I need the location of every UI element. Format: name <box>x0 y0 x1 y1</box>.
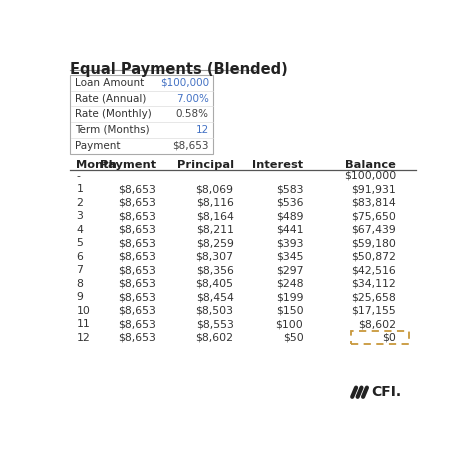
Text: $83,814: $83,814 <box>352 198 396 208</box>
Text: $50: $50 <box>283 333 303 343</box>
Text: Payment: Payment <box>100 160 156 170</box>
Text: $67,439: $67,439 <box>352 225 396 235</box>
Text: $91,931: $91,931 <box>352 184 396 194</box>
Text: $34,112: $34,112 <box>352 278 396 289</box>
Text: 7.00%: 7.00% <box>176 93 209 104</box>
Text: Payment: Payment <box>75 141 120 151</box>
Text: 1: 1 <box>76 184 83 194</box>
Text: $8,653: $8,653 <box>118 198 156 208</box>
Text: Month: Month <box>76 160 117 170</box>
Text: 6: 6 <box>76 252 83 262</box>
Text: Rate (Annual): Rate (Annual) <box>75 93 146 104</box>
Text: $536: $536 <box>276 198 303 208</box>
Text: $8,405: $8,405 <box>196 278 234 289</box>
Text: $8,553: $8,553 <box>196 319 234 329</box>
Text: 8: 8 <box>76 278 83 289</box>
Text: $8,653: $8,653 <box>118 305 156 316</box>
Text: $8,653: $8,653 <box>118 292 156 302</box>
Text: $248: $248 <box>276 278 303 289</box>
Text: 9: 9 <box>76 292 83 302</box>
Text: $441: $441 <box>276 225 303 235</box>
Text: Term (Months): Term (Months) <box>75 125 149 135</box>
Text: $100,000: $100,000 <box>344 171 396 181</box>
Text: $100,000: $100,000 <box>160 78 209 88</box>
Text: $8,653: $8,653 <box>118 278 156 289</box>
Text: 4: 4 <box>76 225 83 235</box>
Text: CFI.: CFI. <box>372 385 401 399</box>
Text: 11: 11 <box>76 319 90 329</box>
Text: 3: 3 <box>76 211 83 221</box>
Text: Loan Amount: Loan Amount <box>75 78 144 88</box>
Text: $8,164: $8,164 <box>196 211 234 221</box>
Text: $8,259: $8,259 <box>196 238 234 248</box>
Text: Equal Payments (Blended): Equal Payments (Blended) <box>70 62 288 77</box>
Text: Interest: Interest <box>252 160 303 170</box>
Text: 12: 12 <box>76 333 90 343</box>
Text: 12: 12 <box>196 125 209 135</box>
Text: 5: 5 <box>76 238 83 248</box>
Text: $0: $0 <box>383 333 396 343</box>
Text: $8,307: $8,307 <box>196 252 234 262</box>
Text: $8,602: $8,602 <box>358 319 396 329</box>
Text: 2: 2 <box>76 198 83 208</box>
Text: Rate (Monthly): Rate (Monthly) <box>75 109 152 119</box>
Text: $17,155: $17,155 <box>352 305 396 316</box>
Text: $393: $393 <box>276 238 303 248</box>
Text: $345: $345 <box>276 252 303 262</box>
Text: $8,653: $8,653 <box>173 141 209 151</box>
Text: $8,602: $8,602 <box>196 333 234 343</box>
Text: $199: $199 <box>276 292 303 302</box>
Text: $42,516: $42,516 <box>352 265 396 275</box>
Text: -: - <box>76 171 80 181</box>
Text: $8,069: $8,069 <box>196 184 234 194</box>
Text: Principal: Principal <box>176 160 234 170</box>
Text: 0.58%: 0.58% <box>176 109 209 119</box>
Text: $100: $100 <box>275 319 303 329</box>
Text: $59,180: $59,180 <box>352 238 396 248</box>
Text: 7: 7 <box>76 265 83 275</box>
Text: Balance: Balance <box>346 160 396 170</box>
Text: $8,653: $8,653 <box>118 252 156 262</box>
Text: $8,211: $8,211 <box>196 225 234 235</box>
Text: $150: $150 <box>276 305 303 316</box>
Text: $8,653: $8,653 <box>118 333 156 343</box>
Text: $489: $489 <box>276 211 303 221</box>
Text: $8,653: $8,653 <box>118 184 156 194</box>
Text: $8,503: $8,503 <box>196 305 234 316</box>
Text: $8,653: $8,653 <box>118 211 156 221</box>
Text: $8,356: $8,356 <box>196 265 234 275</box>
Text: $8,653: $8,653 <box>118 225 156 235</box>
FancyBboxPatch shape <box>70 75 213 153</box>
Text: $25,658: $25,658 <box>352 292 396 302</box>
Text: $8,116: $8,116 <box>196 198 234 208</box>
Text: 10: 10 <box>76 305 90 316</box>
Text: $8,454: $8,454 <box>196 292 234 302</box>
Text: $583: $583 <box>276 184 303 194</box>
Text: $8,653: $8,653 <box>118 238 156 248</box>
Text: $8,653: $8,653 <box>118 319 156 329</box>
Text: $50,872: $50,872 <box>352 252 396 262</box>
Text: $75,650: $75,650 <box>352 211 396 221</box>
Text: $8,653: $8,653 <box>118 265 156 275</box>
Text: $297: $297 <box>276 265 303 275</box>
